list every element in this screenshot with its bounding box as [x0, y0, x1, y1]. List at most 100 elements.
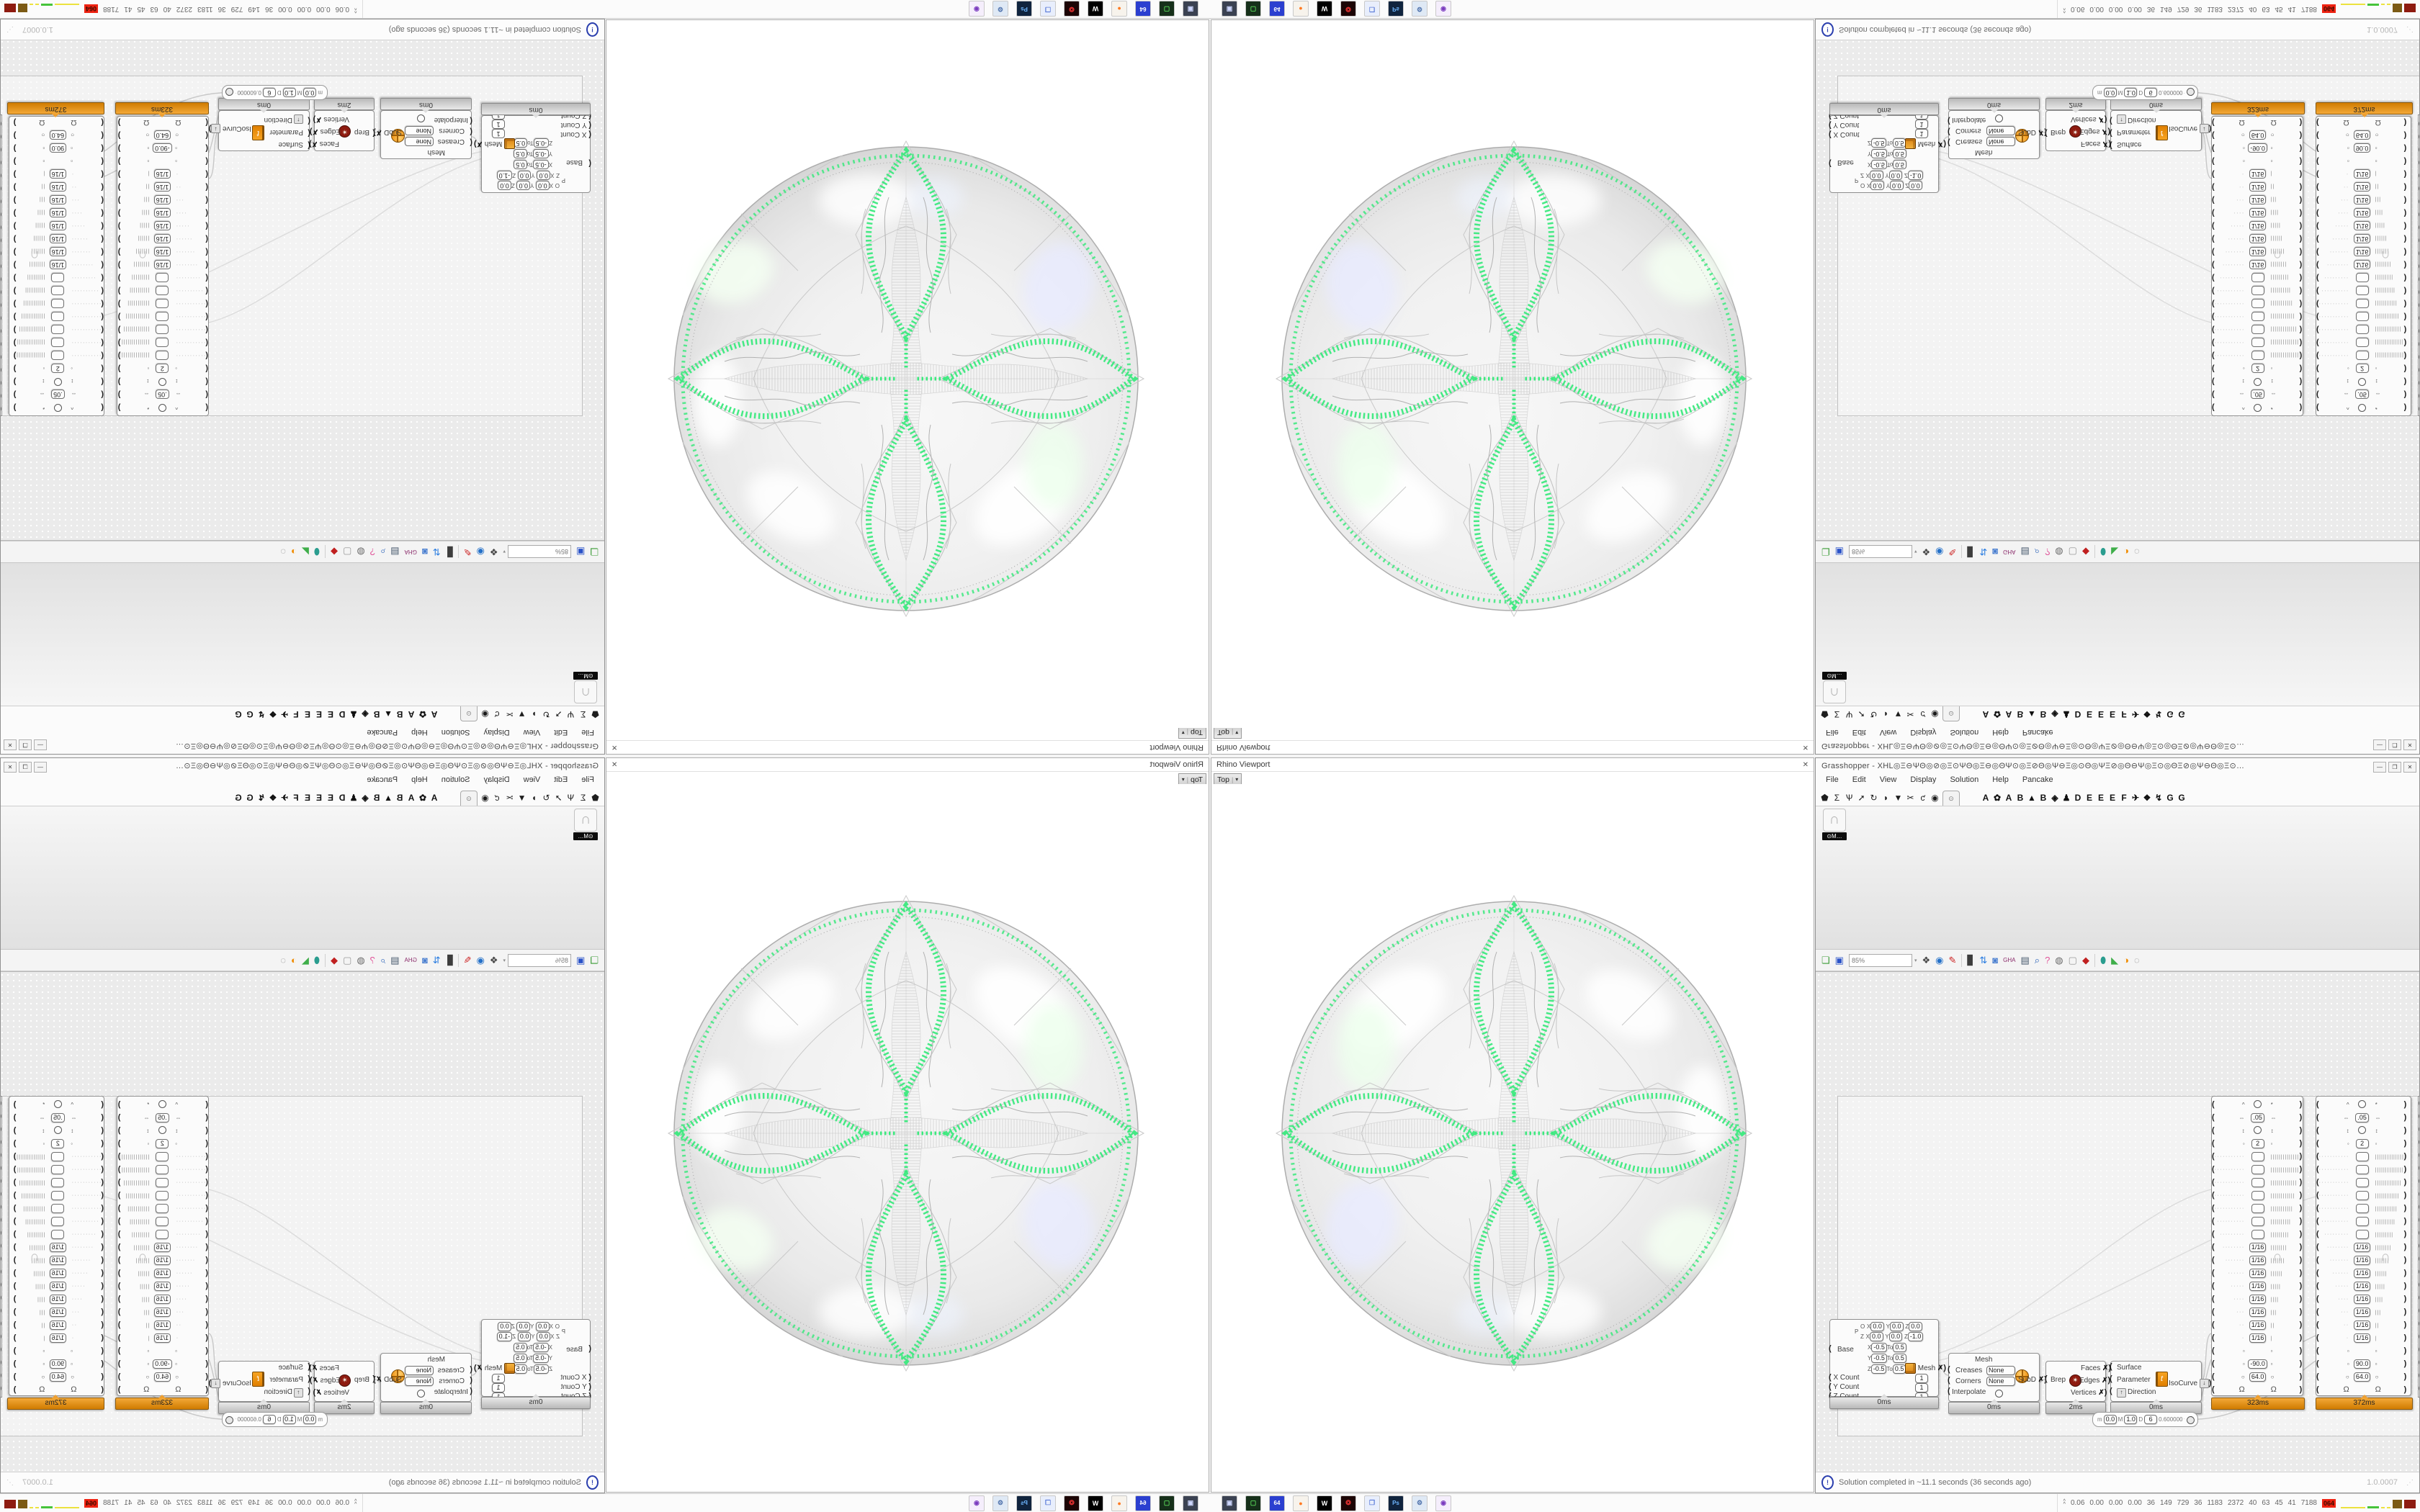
value-box[interactable] — [51, 1151, 65, 1161]
value-box[interactable]: 90.0 — [2353, 1359, 2371, 1369]
interpolate-toggle[interactable] — [1995, 1390, 2003, 1398]
tab-plugin-13[interactable]: ✈ — [2131, 793, 2140, 803]
value-box[interactable]: 1/16 — [2353, 169, 2371, 179]
tab-plugin-15[interactable]: ↯ — [257, 793, 266, 803]
close-button[interactable]: ✕ — [4, 739, 17, 751]
red-camera[interactable]: ❂ — [1340, 1, 1356, 17]
value-box[interactable]: 64.0 — [2353, 1372, 2371, 1382]
gha-loader-icon[interactable]: GHA — [2003, 956, 2016, 963]
viewport-tab-top[interactable]: Top | ▾ — [1214, 773, 1242, 786]
finder-icon[interactable]: ⌕ — [380, 955, 386, 966]
value-box[interactable]: 1/16 — [153, 1255, 171, 1265]
canvas-zoom-combo[interactable] — [1848, 545, 1912, 559]
tab-display[interactable]: ◉ — [481, 709, 489, 719]
graft-icon[interactable]: ✗ — [2038, 128, 2045, 136]
tab-plugin-13[interactable]: ✈ — [280, 709, 289, 719]
value-box[interactable]: 1/16 — [153, 169, 171, 179]
value-box[interactable]: 2 — [2355, 1138, 2369, 1148]
value-box[interactable]: 1/16 — [2249, 1281, 2267, 1291]
graft-icon[interactable]: ✗ — [2102, 1377, 2108, 1385]
value-box[interactable]: 1/16 — [2353, 182, 2371, 192]
rhino-canvas[interactable] — [606, 784, 1209, 1492]
value-box[interactable] — [2355, 338, 2369, 348]
value-box[interactable]: 1/16 — [2249, 234, 2267, 244]
simplify-down-icon[interactable]: ↓ — [2199, 124, 2209, 133]
component-button[interactable]: ∩ ⊙M… — [573, 672, 598, 703]
zoom-extents-icon[interactable]: ❖ — [489, 546, 498, 557]
screen-recorder[interactable]: ▢ — [1159, 1, 1175, 17]
tab-plugin-3[interactable]: B — [2017, 709, 2024, 719]
firefox[interactable]: ● — [1293, 1495, 1309, 1511]
graft-icon[interactable]: ✗ — [311, 140, 318, 148]
value-box[interactable]: 1/16 — [153, 234, 171, 244]
toggle-circle[interactable] — [158, 403, 166, 412]
graft-icon[interactable]: ✗ — [1937, 1364, 1944, 1373]
slider-max-value[interactable]: 1.0 — [282, 1415, 296, 1424]
barrel-icon[interactable]: ▢ — [2068, 546, 2077, 557]
value-box[interactable] — [2355, 1190, 2369, 1200]
value-box[interactable] — [156, 1164, 169, 1174]
tab-params[interactable]: ⬟ — [1821, 793, 1829, 803]
firefox[interactable]: ● — [1293, 1, 1309, 17]
balls-icon[interactable]: ◙ — [421, 955, 428, 966]
x-count-value[interactable]: 1 — [1915, 1374, 1928, 1383]
minimize-button[interactable]: — — [2373, 761, 2386, 773]
tab-plugin-14[interactable]: ❖ — [2143, 793, 2151, 803]
mesh-box-component[interactable]: P O X0.0 Y0.0 Z0.0 Z X0.0 Y0.0 Z-1.0 ( B — [474, 1319, 591, 1402]
sketch-pen-icon[interactable]: ✎ — [463, 955, 472, 966]
value-box[interactable] — [2355, 1164, 2369, 1174]
corners-value[interactable]: None — [405, 1377, 434, 1386]
deconstruct-brep-component[interactable]: ( Brep ✴ Faces ✗) Edges ✗) Vertices ✗) — [2045, 1361, 2111, 1402]
close-icon[interactable]: ✕ — [1802, 760, 1809, 769]
tall-component-left[interactable]: (^*) (⇔.05⇔) (↕↕) (◦2◦) (··············· |||… — [117, 116, 209, 416]
menu-item-file[interactable]: File — [1826, 728, 1839, 737]
slider-min-value[interactable]: 0.0 — [303, 1415, 317, 1424]
value-box[interactable]: .05 — [51, 390, 65, 400]
maximize-button[interactable]: ❐ — [19, 761, 32, 773]
graft-icon[interactable]: ✗ — [315, 115, 322, 123]
tab-intersect[interactable]: ✂ — [506, 793, 514, 803]
green-wedge-icon[interactable]: ◣ — [2111, 955, 2119, 966]
graft-icon[interactable]: ✗ — [2098, 1389, 2105, 1397]
slider-digits-value[interactable]: 6 — [262, 1415, 276, 1424]
menu-item-view[interactable]: View — [1879, 728, 1897, 737]
value-box[interactable]: 1/16 — [2249, 1294, 2267, 1304]
value-box[interactable]: 1/16 — [49, 1333, 67, 1343]
value-box[interactable]: .05 — [156, 1112, 169, 1122]
value-box[interactable]: 1/16 — [49, 1307, 67, 1317]
info-icon[interactable]: ! — [1821, 22, 1834, 37]
value-box[interactable]: 1/16 — [2353, 208, 2371, 218]
tab-plugin-17[interactable]: G — [235, 709, 242, 719]
value-box[interactable]: 90.0 — [49, 1359, 67, 1369]
gh-canvas[interactable]: P O X0.0 Y0.0 Z0.0 Z X0.0 Y0.0 Z-1.0 ( B — [1, 971, 604, 1472]
value-box[interactable] — [156, 325, 169, 335]
file-manager[interactable]: ❐ — [1040, 1, 1056, 17]
tab-plugin-6[interactable]: ◈ — [2051, 793, 2058, 803]
menu-item-help[interactable]: Help — [1992, 775, 2009, 784]
toggle-circle[interactable] — [53, 1100, 62, 1109]
value-box[interactable]: 1/16 — [2249, 1320, 2267, 1330]
menu-item-edit[interactable]: Edit — [1852, 728, 1866, 737]
value-box[interactable]: 64.0 — [49, 130, 67, 140]
menu-item-help[interactable]: Help — [411, 728, 428, 737]
balls-icon[interactable]: ◙ — [1992, 546, 1999, 557]
tab-intersect[interactable]: ✂ — [506, 709, 514, 719]
tab-sets[interactable]: Ѱ — [567, 793, 575, 803]
slider-knob[interactable] — [225, 1416, 234, 1424]
value-box[interactable]: 1/16 — [2249, 260, 2267, 270]
tab-display[interactable]: ◉ — [1931, 793, 1939, 803]
tab-plugin-1[interactable]: ✿ — [418, 793, 427, 803]
menu-item-view[interactable]: View — [523, 728, 541, 737]
tab-plugin-2[interactable]: A — [408, 793, 415, 803]
graft-icon[interactable]: ✗ — [375, 128, 382, 136]
wolf-app[interactable]: W — [1088, 1495, 1103, 1511]
tab-surface[interactable]: ◗ — [1883, 709, 1889, 719]
red-gem-icon[interactable]: ◆ — [331, 546, 339, 557]
save-file-icon[interactable]: ▣ — [1834, 955, 1844, 966]
menu-item-pancake[interactable]: Pancake — [367, 775, 398, 784]
tab-transform[interactable]: ƈ — [495, 709, 500, 719]
close-button[interactable]: ✕ — [2403, 761, 2416, 773]
tab-maths[interactable]: Σ — [580, 793, 586, 803]
value-box[interactable] — [2355, 1151, 2369, 1161]
